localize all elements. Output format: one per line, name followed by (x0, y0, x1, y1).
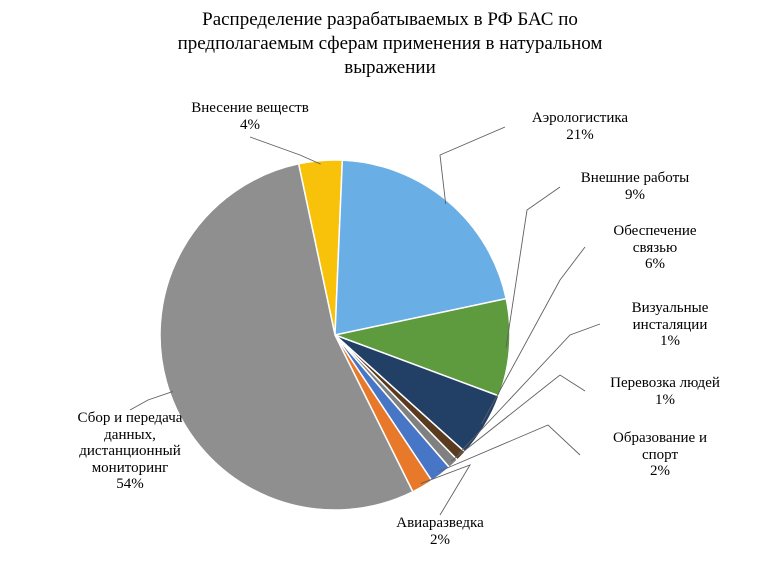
slice-label-line: Сбор и передача (50, 410, 210, 427)
slice-label-pct: 4% (170, 117, 330, 134)
slice-label-aerologistika: Аэрологистика21% (505, 110, 655, 143)
slice-label-pct: 6% (585, 256, 725, 273)
leader-line-vnesenie (250, 137, 321, 164)
slice-label-vnesenie: Внесение веществ4% (170, 100, 330, 133)
slice-label-sbor: Сбор и передачаданных,дистанционныймонит… (50, 410, 210, 493)
slice-label-line: спорт (580, 447, 740, 464)
slice-label-pct: 21% (505, 127, 655, 144)
slice-label-pct: 1% (600, 333, 740, 350)
leader-line-vneshnie (506, 187, 560, 348)
slice-label-line: мониторинг (50, 460, 210, 477)
slice-label-pct: 2% (580, 463, 740, 480)
slice-label-line: Образование и (580, 430, 740, 447)
slice-label-line: Авиаразведка (370, 515, 510, 532)
slice-label-pct: 9% (560, 187, 710, 204)
slice-label-line: Аэрологистика (505, 110, 655, 127)
leader-line-sbor (130, 391, 173, 410)
slice-label-line: Визуальные (600, 300, 740, 317)
slice-label-pct: 54% (50, 476, 210, 493)
slice-label-line: Перевозка людей (585, 375, 745, 392)
slice-label-line: инсталяции (600, 317, 740, 334)
slice-label-pct: 1% (585, 392, 745, 409)
chart-title: Распределение разрабатываемых в РФ БАС п… (0, 8, 780, 79)
slice-label-aviarazvedka: Авиаразведка2% (370, 515, 510, 548)
slice-label-line: Внешние работы (560, 170, 710, 187)
slice-label-perevozka: Перевозка людей1% (585, 375, 745, 408)
slice-label-pct: 2% (370, 532, 510, 549)
slice-label-vizual: Визуальныеинсталяции1% (600, 300, 740, 350)
slice-label-line: Внесение веществ (170, 100, 330, 117)
slice-label-line: Обеспечение (585, 223, 725, 240)
slice-label-obraz: Образование испорт2% (580, 430, 740, 480)
slice-label-line: данных, (50, 427, 210, 444)
slice-label-line: дистанционный (50, 443, 210, 460)
slice-label-vneshnie: Внешние работы9% (560, 170, 710, 203)
slice-label-svyaz: Обеспечениесвязью6% (585, 223, 725, 273)
leader-line-aerologistika (440, 127, 505, 204)
slice-label-line: связью (585, 240, 725, 257)
